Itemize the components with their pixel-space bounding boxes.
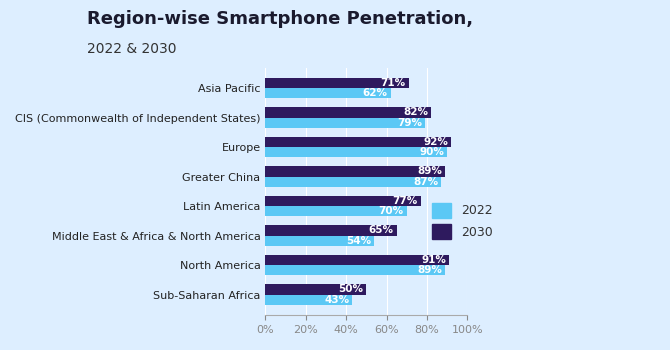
Bar [265, 78, 409, 88]
Text: 50%: 50% [338, 285, 363, 294]
Bar [265, 177, 441, 187]
Text: 54%: 54% [346, 236, 371, 246]
Text: Region-wise Smartphone Penetration,: Region-wise Smartphone Penetration, [87, 10, 473, 28]
Bar [265, 107, 431, 118]
Bar [265, 196, 421, 206]
Text: 91%: 91% [421, 255, 446, 265]
Text: 89%: 89% [417, 265, 442, 275]
Bar [265, 118, 425, 128]
Bar [265, 284, 366, 295]
Text: 87%: 87% [413, 177, 438, 187]
Text: 43%: 43% [324, 295, 349, 305]
Legend: 2022, 2030: 2022, 2030 [427, 198, 497, 245]
Text: 77%: 77% [393, 196, 418, 206]
Text: 82%: 82% [403, 107, 428, 118]
Bar [265, 147, 447, 158]
Bar [265, 236, 375, 246]
Text: 90%: 90% [419, 147, 444, 157]
Text: 70%: 70% [379, 206, 404, 216]
Text: 89%: 89% [417, 167, 442, 176]
Bar [265, 265, 445, 275]
Bar [265, 295, 352, 305]
Bar [265, 255, 449, 265]
Text: 62%: 62% [362, 88, 387, 98]
Text: 79%: 79% [397, 118, 422, 128]
Bar [265, 88, 391, 98]
Text: 92%: 92% [423, 137, 448, 147]
Bar [265, 206, 407, 216]
Bar [265, 137, 451, 147]
Text: 65%: 65% [369, 225, 393, 236]
Text: 71%: 71% [381, 78, 406, 88]
Text: 2022 & 2030: 2022 & 2030 [87, 42, 177, 56]
Bar [265, 166, 445, 177]
Bar [265, 225, 397, 236]
